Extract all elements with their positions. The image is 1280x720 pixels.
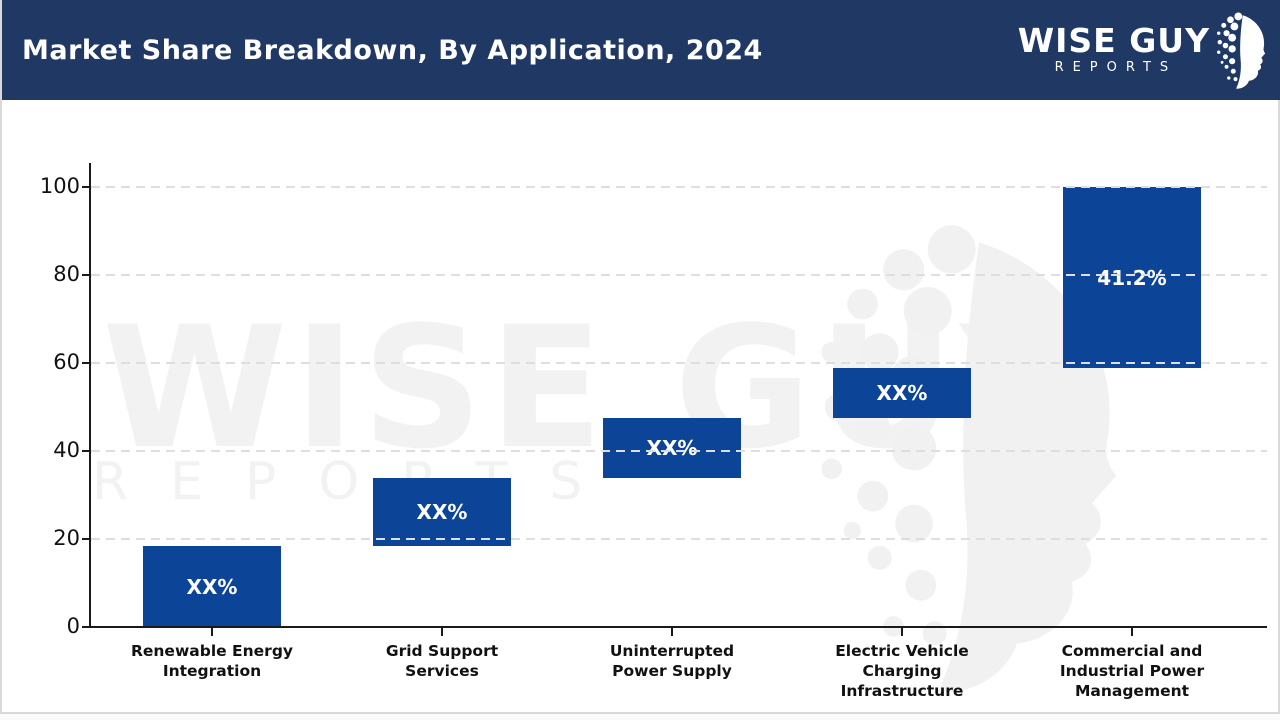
y-axis-tick	[82, 274, 90, 276]
x-axis-tick	[211, 628, 213, 636]
x-category-line: Commercial and	[1061, 642, 1203, 660]
x-axis-line	[89, 626, 1267, 628]
x-axis-tick	[1131, 628, 1133, 636]
y-axis-line	[89, 163, 91, 628]
x-category-line: Electric Vehicle	[835, 642, 969, 660]
wise-guy-head-icon	[1217, 12, 1266, 89]
watermark-sub: REPORTS	[92, 452, 625, 512]
x-category-line: Industrial Power	[1059, 662, 1205, 680]
x-category-label: Grid Support Services	[327, 641, 557, 681]
y-axis-tick	[82, 450, 90, 452]
y-axis-tick-label: 20	[53, 526, 80, 550]
x-category-line: Services	[405, 662, 479, 680]
logo-text: WISE GUY REPORTS	[1017, 21, 1210, 76]
x-category-label: Uninterrupted Power Supply	[557, 641, 787, 681]
bar-value-label: XX%	[646, 435, 698, 460]
bar-value-label: XX%	[416, 499, 468, 524]
gridline	[91, 450, 1267, 452]
y-axis-tick-label: 60	[53, 350, 80, 374]
y-axis-tick	[82, 186, 90, 188]
bar-segment: XX%	[833, 368, 971, 418]
gridline	[91, 538, 1267, 540]
bar-segment: XX%	[603, 418, 741, 478]
gridline	[91, 274, 1267, 276]
x-axis-tick	[671, 628, 673, 636]
wise-guy-logo: WISE GUY REPORTS	[1018, 0, 1268, 100]
x-category-line: Charging	[862, 662, 942, 680]
bar-segment: 41.2%	[1063, 187, 1201, 369]
header-bar: Market Share Breakdown, By Application, …	[2, 0, 1280, 100]
y-axis-tick-label: 40	[53, 438, 80, 462]
bar-value-label: XX%	[186, 574, 238, 599]
page-title: Market Share Breakdown, By Application, …	[22, 34, 763, 66]
y-axis-tick-label: 80	[53, 262, 80, 286]
bar-value-label: 41.2%	[1097, 265, 1167, 290]
logo-name-text: WISE GUY	[1017, 21, 1210, 60]
x-axis-tick	[901, 628, 903, 636]
x-category-line: Power Supply	[612, 662, 732, 680]
x-category-label: Electric Vehicle Charging Infrastructure	[787, 641, 1017, 701]
y-axis-tick	[82, 626, 90, 628]
plot-area: WISE GUY REPORTS XX% XX% XX% XX% 41.2% 0 20 40 6…	[2, 100, 1280, 714]
y-axis-tick	[82, 362, 90, 364]
x-category-line: Uninterrupted	[609, 642, 735, 660]
bar-segment: XX%	[143, 546, 281, 627]
bar-value-label: XX%	[876, 381, 928, 406]
x-category-line: Grid Support	[385, 642, 499, 660]
y-axis-tick-label: 100	[39, 174, 80, 198]
x-category-line: Renewable Energy	[130, 642, 294, 660]
x-category-line: Integration	[162, 662, 262, 680]
y-axis-tick	[82, 538, 90, 540]
x-axis-tick	[441, 628, 443, 636]
x-category-label: Commercial and Industrial Power Management	[1017, 641, 1247, 701]
x-category-label: Renewable Energy Integration	[97, 641, 327, 681]
x-category-line: Management	[1074, 682, 1190, 700]
y-axis-tick-label: 0	[66, 614, 80, 638]
gridline	[91, 186, 1267, 188]
gridline	[91, 362, 1267, 364]
bar-segment: XX%	[373, 477, 511, 547]
x-category-line: Infrastructure	[840, 682, 964, 700]
logo-sub-text: REPORTS	[1054, 60, 1178, 75]
